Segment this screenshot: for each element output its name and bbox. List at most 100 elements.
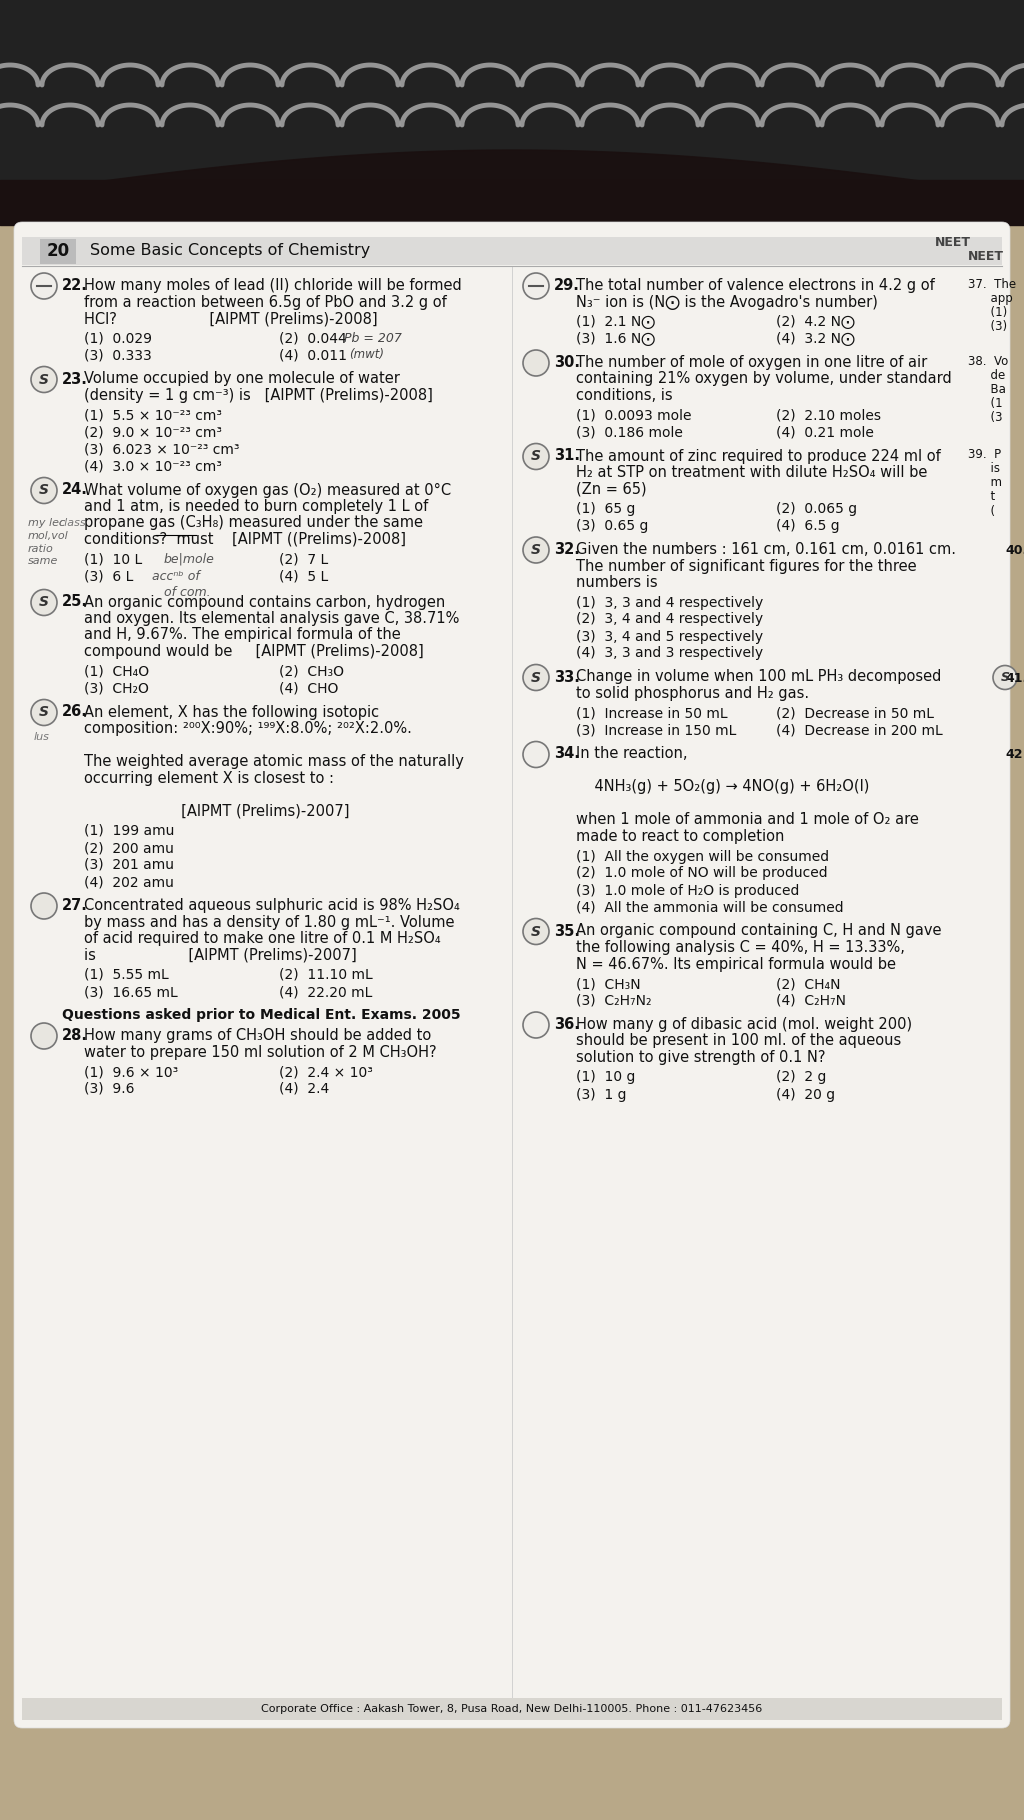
Text: and H, 9.67%. The empirical formula of the: and H, 9.67%. The empirical formula of t… <box>84 628 400 642</box>
Text: NEET: NEET <box>935 235 971 249</box>
Text: (4)  3, 3 and 3 respectively: (4) 3, 3 and 3 respectively <box>575 646 763 661</box>
Text: 28.: 28. <box>62 1028 88 1043</box>
Circle shape <box>523 273 549 298</box>
Text: S: S <box>531 925 541 939</box>
Text: m: m <box>968 477 1002 490</box>
Text: (3)  6.023 × 10⁻²³ cm³: (3) 6.023 × 10⁻²³ cm³ <box>84 442 240 457</box>
Text: 4NH₃(g) + 5O₂(g) → 4NO(g) + 6H₂O(l): 4NH₃(g) + 5O₂(g) → 4NO(g) + 6H₂O(l) <box>575 779 869 795</box>
Text: (1)  CH₄O: (1) CH₄O <box>84 664 150 679</box>
Text: S: S <box>39 706 49 719</box>
Text: should be present in 100 ml. of the aqueous: should be present in 100 ml. of the aque… <box>575 1034 901 1048</box>
Text: (3)  1.6 N⨀: (3) 1.6 N⨀ <box>575 331 655 346</box>
Text: by mass and has a density of 1.80 g mL⁻¹. Volume: by mass and has a density of 1.80 g mL⁻¹… <box>84 914 455 930</box>
Bar <box>22 1698 1002 1720</box>
Text: 25.: 25. <box>62 595 88 610</box>
Text: my lec: my lec <box>28 517 66 528</box>
Text: How many grams of CH₃OH should be added to: How many grams of CH₃OH should be added … <box>84 1028 431 1043</box>
Text: 23.: 23. <box>62 371 88 386</box>
Circle shape <box>31 590 57 615</box>
Text: 40.: 40. <box>1005 544 1024 557</box>
Text: The total number of valence electrons in 4.2 g of: The total number of valence electrons in… <box>575 278 935 293</box>
Text: (1)  0.0093 mole: (1) 0.0093 mole <box>575 408 691 422</box>
Text: (4)  6.5 g: (4) 6.5 g <box>776 519 840 533</box>
Text: of com.: of com. <box>164 586 211 599</box>
Text: What volume of oxygen gas (O₂) measured at 0°C: What volume of oxygen gas (O₂) measured … <box>84 482 452 497</box>
Circle shape <box>31 477 57 504</box>
Text: (3)  1.0 mole of H₂O is produced: (3) 1.0 mole of H₂O is produced <box>575 883 800 897</box>
Text: (3)  Increase in 150 mL: (3) Increase in 150 mL <box>575 724 736 737</box>
Text: (4)  0.21 mole: (4) 0.21 mole <box>776 426 873 439</box>
Circle shape <box>523 919 549 945</box>
Text: t: t <box>968 491 995 504</box>
Text: Ba: Ba <box>968 382 1006 397</box>
Text: containing 21% oxygen by volume, under standard: containing 21% oxygen by volume, under s… <box>575 371 951 386</box>
Text: S: S <box>531 542 541 557</box>
Text: 26.: 26. <box>62 704 88 719</box>
Text: 22.: 22. <box>62 278 88 293</box>
Text: is                    [AIPMT (Prelims)-2007]: is [AIPMT (Prelims)-2007] <box>84 948 356 963</box>
Text: (1)  Increase in 50 mL: (1) Increase in 50 mL <box>575 706 728 721</box>
Text: (1)  0.029: (1) 0.029 <box>84 331 152 346</box>
Text: (3)  CH₂O: (3) CH₂O <box>84 681 148 695</box>
Text: (4)  20 g: (4) 20 g <box>776 1088 836 1101</box>
Text: Concentrated aqueous sulphuric acid is 98% H₂SO₄: Concentrated aqueous sulphuric acid is 9… <box>84 897 460 914</box>
Text: (2)  2 g: (2) 2 g <box>776 1070 826 1085</box>
Text: (1)  3, 3 and 4 respectively: (1) 3, 3 and 4 respectively <box>575 595 763 610</box>
Text: S: S <box>39 373 49 386</box>
Text: 38.  Vo: 38. Vo <box>968 355 1009 368</box>
Text: H₂ at STP on treatment with dilute H₂SO₄ will be: H₂ at STP on treatment with dilute H₂SO₄… <box>575 464 928 480</box>
Circle shape <box>31 366 57 393</box>
Text: (4)  Decrease in 200 mL: (4) Decrease in 200 mL <box>776 724 943 737</box>
Text: (3)  201 amu: (3) 201 amu <box>84 857 174 872</box>
Text: (4)  3.2 N⨀: (4) 3.2 N⨀ <box>776 331 855 346</box>
Text: 20: 20 <box>46 242 70 260</box>
Text: solution to give strength of 0.1 N?: solution to give strength of 0.1 N? <box>575 1050 825 1065</box>
Text: accⁿᵇ of: accⁿᵇ of <box>152 570 200 582</box>
Text: Volume occupied by one molecule of water: Volume occupied by one molecule of water <box>84 371 400 386</box>
Text: propane gas (C₃H₈) measured under the same: propane gas (C₃H₈) measured under the sa… <box>84 515 423 530</box>
Text: (2)  2.4 × 10³: (2) 2.4 × 10³ <box>279 1065 373 1079</box>
Text: (4)  3.0 × 10⁻²³ cm³: (4) 3.0 × 10⁻²³ cm³ <box>84 459 222 473</box>
Text: S: S <box>39 484 49 497</box>
Text: (2)  0.065 g: (2) 0.065 g <box>776 502 857 517</box>
Text: (1)  9.6 × 10³: (1) 9.6 × 10³ <box>84 1065 178 1079</box>
Text: from a reaction between 6.5g of PbO and 3.2 g of: from a reaction between 6.5g of PbO and … <box>84 295 446 309</box>
Text: the following analysis C = 40%, H = 13.33%,: the following analysis C = 40%, H = 13.3… <box>575 939 905 956</box>
Text: (2)  CH₄N: (2) CH₄N <box>776 977 841 992</box>
Circle shape <box>523 1012 549 1037</box>
Text: when 1 mole of ammonia and 1 mole of O₂ are: when 1 mole of ammonia and 1 mole of O₂ … <box>575 812 919 828</box>
Circle shape <box>31 699 57 726</box>
Text: (1)  10 L: (1) 10 L <box>84 553 142 566</box>
Text: (3)  0.65 g: (3) 0.65 g <box>575 519 648 533</box>
Text: (density = 1 g cm⁻³) is   [AIPMT (Prelims)-2008]: (density = 1 g cm⁻³) is [AIPMT (Prelims)… <box>84 388 433 402</box>
Text: be|mole: be|mole <box>164 553 215 566</box>
Text: (2)  9.0 × 10⁻²³ cm³: (2) 9.0 × 10⁻²³ cm³ <box>84 426 222 439</box>
Text: conditions?  must    [AIPMT ((Prelims)-2008]: conditions? must [AIPMT ((Prelims)-2008] <box>84 531 406 548</box>
Text: The amount of zinc required to produce 224 ml of: The amount of zinc required to produce 2… <box>575 448 941 464</box>
Text: 37.  The: 37. The <box>968 278 1016 291</box>
Circle shape <box>993 666 1017 690</box>
Text: 27.: 27. <box>62 897 88 914</box>
Text: (1)  199 amu: (1) 199 amu <box>84 824 174 837</box>
Text: (4)  CHO: (4) CHO <box>279 681 338 695</box>
Text: lus: lus <box>34 732 50 743</box>
Text: composition: ²⁰⁰X:90%; ¹⁹⁹X:8.0%; ²⁰²X:2.0%.: composition: ²⁰⁰X:90%; ¹⁹⁹X:8.0%; ²⁰²X:2… <box>84 721 412 735</box>
Text: (3)  16.65 mL: (3) 16.65 mL <box>84 985 178 999</box>
Text: 24.: 24. <box>62 482 88 497</box>
Text: 31.: 31. <box>554 448 580 464</box>
Text: occurring element X is closest to :: occurring element X is closest to : <box>84 770 334 786</box>
Text: (4)  2.4: (4) 2.4 <box>279 1083 330 1096</box>
Text: (3): (3) <box>968 320 1008 333</box>
Text: (4)  22.20 mL: (4) 22.20 mL <box>279 985 373 999</box>
Text: 36.: 36. <box>554 1017 580 1032</box>
Text: 41.: 41. <box>1005 672 1024 684</box>
Text: 42: 42 <box>1005 748 1023 761</box>
Text: Questions asked prior to Medical Ent. Exams. 2005: Questions asked prior to Medical Ent. Ex… <box>62 1008 461 1023</box>
Text: water to prepare 150 ml solution of 2 M CH₃OH?: water to prepare 150 ml solution of 2 M … <box>84 1045 436 1059</box>
Text: HCl?                    [AIPMT (Prelims)-2008]: HCl? [AIPMT (Prelims)-2008] <box>84 311 378 326</box>
Text: app: app <box>968 291 1013 306</box>
Text: An element, X has the following isotopic: An element, X has the following isotopic <box>84 704 379 719</box>
Circle shape <box>31 273 57 298</box>
Text: (2)  2.10 moles: (2) 2.10 moles <box>776 408 881 422</box>
Text: The number of mole of oxygen in one litre of air: The number of mole of oxygen in one litr… <box>575 355 928 369</box>
